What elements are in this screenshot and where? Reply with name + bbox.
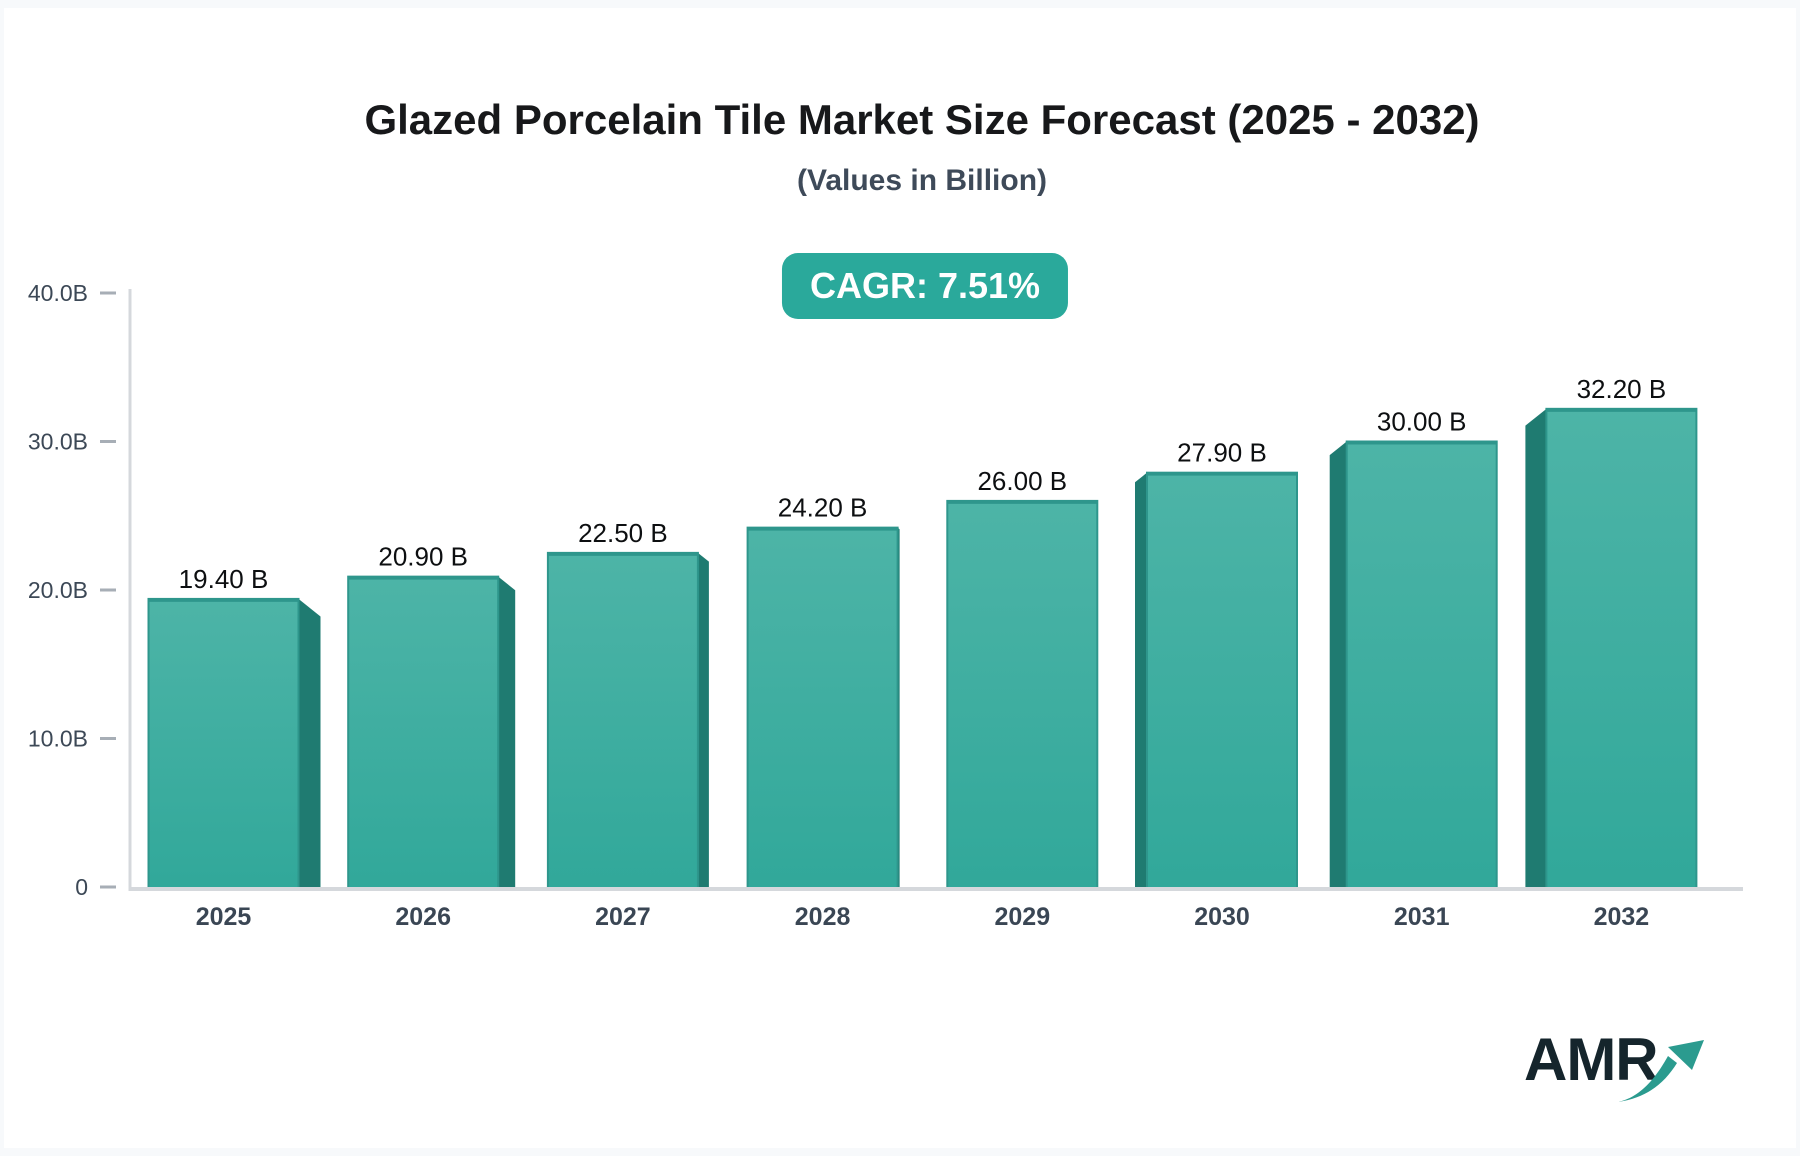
y-tick-mark-10.0B bbox=[100, 737, 116, 740]
bar-2028 bbox=[746, 526, 899, 890]
growth-arrow-tail bbox=[1618, 1056, 1677, 1102]
x-axis-label-2026: 2026 bbox=[395, 903, 451, 931]
bar-2031 bbox=[1345, 440, 1498, 890]
bar-2026 bbox=[347, 575, 500, 890]
y-axis-label-20.0B: 20.0B bbox=[28, 577, 88, 603]
x-axis-label-2025: 2025 bbox=[196, 903, 252, 931]
bar-side-2030 bbox=[1135, 472, 1147, 889]
bar-2030 bbox=[1146, 471, 1298, 890]
y-tick-mark-20.0B bbox=[100, 588, 116, 592]
bar-side-2032 bbox=[1525, 408, 1547, 889]
y-tick-mark-30.0B bbox=[100, 440, 116, 443]
chart-title: Glazed Porcelain Tile Market Size Foreca… bbox=[364, 96, 1480, 143]
bar-side-2027 bbox=[697, 552, 709, 889]
bar-2029 bbox=[946, 499, 1099, 890]
bar-2025 bbox=[147, 597, 300, 890]
chart-subtitle: (Values in Billion) bbox=[796, 164, 1048, 197]
x-axis-label-2030: 2030 bbox=[1194, 903, 1250, 931]
growth-arrow-head bbox=[1668, 1040, 1704, 1070]
y-axis-label-0: 0 bbox=[75, 874, 88, 900]
bar-value-label-2030: 27.90 B bbox=[1177, 438, 1267, 468]
y-axis-label-40.0B: 40.0B bbox=[28, 280, 88, 306]
y-tick-mark-0 bbox=[100, 885, 116, 889]
bar-value-label-2029: 26.00 B bbox=[977, 466, 1067, 496]
bar-2027 bbox=[546, 551, 699, 890]
x-axis-label-2032: 2032 bbox=[1594, 903, 1650, 931]
x-axis-label-2031: 2031 bbox=[1394, 903, 1450, 931]
x-axis-line bbox=[128, 887, 1743, 891]
growth-arrow-icon bbox=[1618, 1040, 1704, 1102]
x-axis-label-2029: 2029 bbox=[994, 903, 1050, 931]
y-axis-label-30.0B: 30.0B bbox=[28, 429, 88, 455]
y-tick-mark-40.0B bbox=[100, 291, 116, 295]
bar-2032 bbox=[1545, 407, 1698, 890]
bar-side-2025 bbox=[298, 598, 321, 889]
amr-logo-text: AMR bbox=[1524, 1026, 1659, 1093]
bar-value-label-2026: 20.90 B bbox=[378, 542, 468, 572]
bar-side-2031 bbox=[1329, 441, 1347, 889]
x-axis-label-2027: 2027 bbox=[595, 903, 651, 931]
bar-value-label-2028: 24.20 B bbox=[778, 493, 868, 523]
bar-value-label-2031: 30.00 B bbox=[1377, 407, 1467, 437]
y-axis-line bbox=[128, 289, 132, 891]
amr-logo: AMR bbox=[1524, 1030, 1734, 1120]
bar-value-label-2025: 19.40 B bbox=[179, 564, 269, 594]
bar-value-label-2032: 32.20 B bbox=[1577, 374, 1667, 404]
y-axis-label-10.0B: 10.0B bbox=[28, 726, 88, 752]
bar-value-label-2027: 22.50 B bbox=[578, 518, 668, 548]
x-axis-label-2028: 2028 bbox=[795, 903, 851, 931]
bar-side-2026 bbox=[498, 576, 516, 889]
cagr-badge: CAGR: 7.51% bbox=[781, 253, 1069, 319]
